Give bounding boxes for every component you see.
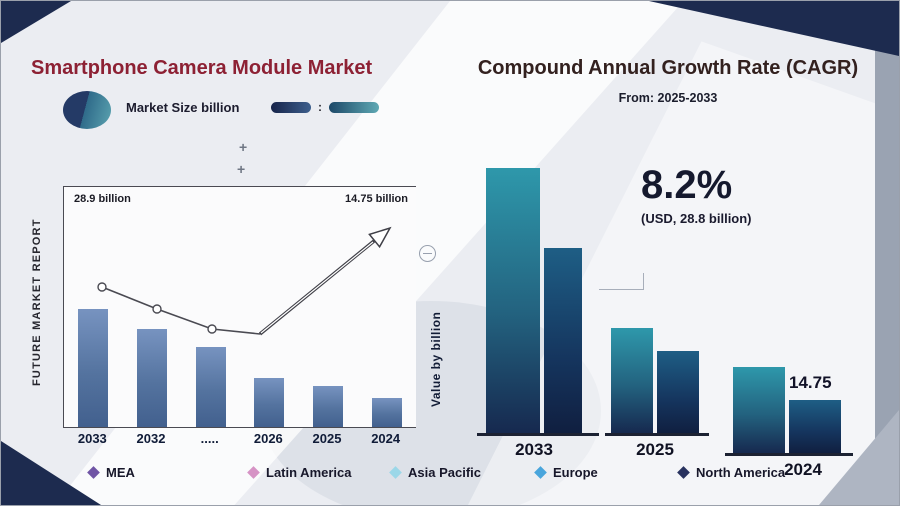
x-label-2025: 2025 <box>312 431 342 446</box>
legend-item-north-america: North America <box>677 465 786 480</box>
circle-minus-icon <box>419 245 436 262</box>
legend-item-latin-america: Latin America <box>247 465 352 480</box>
x-label-2024: 2024 <box>371 431 401 446</box>
x-label-2033: 2033 <box>515 440 553 459</box>
cagr-bar-2033-1 <box>486 168 540 433</box>
diamond-icon <box>534 466 547 479</box>
legend-label: MEA <box>106 465 135 480</box>
cagr-chart: 2033 2025 2024 <box>471 151 875 481</box>
axis-line-2024 <box>725 453 853 456</box>
corner-accent-top-left <box>1 1 71 43</box>
cagr-bar-2025-2 <box>657 351 699 433</box>
market-size-bar-2025 <box>313 386 343 427</box>
market-size-bar-2026 <box>254 378 285 427</box>
x-label-2025: 2025 <box>636 440 674 459</box>
axis-line-2025 <box>605 433 709 436</box>
diamond-icon <box>389 466 402 479</box>
legend-label: Asia Pacific <box>408 465 481 480</box>
pill-separator: : <box>318 100 322 114</box>
market-size-bar-2033 <box>78 309 109 427</box>
cagr-bar-2024-2 <box>789 400 841 453</box>
market-size-chart: 28.9 billion 14.75 billion <box>63 186 416 428</box>
market-size-bar-2024 <box>371 398 402 427</box>
x-label-2032: 2032 <box>136 431 166 446</box>
trend-arrow <box>97 226 392 336</box>
legend-item-europe: Europe <box>534 465 598 480</box>
corner-accent-top-right <box>649 1 899 56</box>
plus-icon: + <box>237 161 246 177</box>
annotation-2033-value: 28.9 billion <box>74 193 131 205</box>
market-size-bar-2032 <box>137 329 167 427</box>
diamond-icon <box>247 466 260 479</box>
bracket-decoration <box>599 273 644 290</box>
legend-label: Europe <box>553 465 598 480</box>
market-size-legend-label: Market Size billion <box>126 100 240 115</box>
teal-pill-icon <box>329 102 379 113</box>
left-chart-title: Smartphone Camera Module Market <box>31 57 373 79</box>
market-size-bar-..... <box>195 347 226 427</box>
left-chart-side-label: FUTURE MARKET REPORT <box>31 218 43 386</box>
diamond-icon <box>677 466 690 479</box>
legend-label: North America <box>696 465 786 480</box>
legend-label: Latin America <box>266 465 352 480</box>
axis-line-2033 <box>477 433 599 436</box>
x-label-2024: 2024 <box>784 460 822 479</box>
legend-pill-row: : <box>271 100 379 114</box>
diamond-icon <box>87 466 100 479</box>
bar-annotation-14-75: 14.75 <box>789 373 832 392</box>
market-size-legend-icon <box>63 91 111 129</box>
plus-icon: + <box>239 139 248 155</box>
right-chart-y-label: Value by billion <box>429 311 443 407</box>
cagr-value: 8.2% <box>641 163 733 207</box>
cagr-bar-2025-1 <box>611 328 653 433</box>
cagr-detail: (USD, 28.8 billion) <box>641 211 752 226</box>
legend-item-mea: MEA <box>87 465 135 480</box>
navy-pill-icon <box>271 102 311 113</box>
cagr-bar-2024-1 <box>733 367 785 453</box>
cagr-bar-2033-2 <box>544 248 582 433</box>
x-label-2026: 2026 <box>253 431 283 446</box>
right-chart-title: Compound Annual Growth Rate (CAGR) <box>477 57 859 79</box>
left-chart-x-axis: 2033 2032..... 2026 2025 2024 <box>63 431 415 447</box>
legend-item-asia-pacific: Asia Pacific <box>389 465 481 480</box>
right-chart-subtitle: From: 2025-2033 <box>618 91 718 105</box>
annotation-2024-value: 14.75 billion <box>345 193 408 205</box>
x-label-.....: ..... <box>200 431 219 446</box>
x-label-2033: 2033 <box>77 431 107 446</box>
region-legend: MEA Latin America Asia Pacific Europe North … <box>1 465 899 489</box>
